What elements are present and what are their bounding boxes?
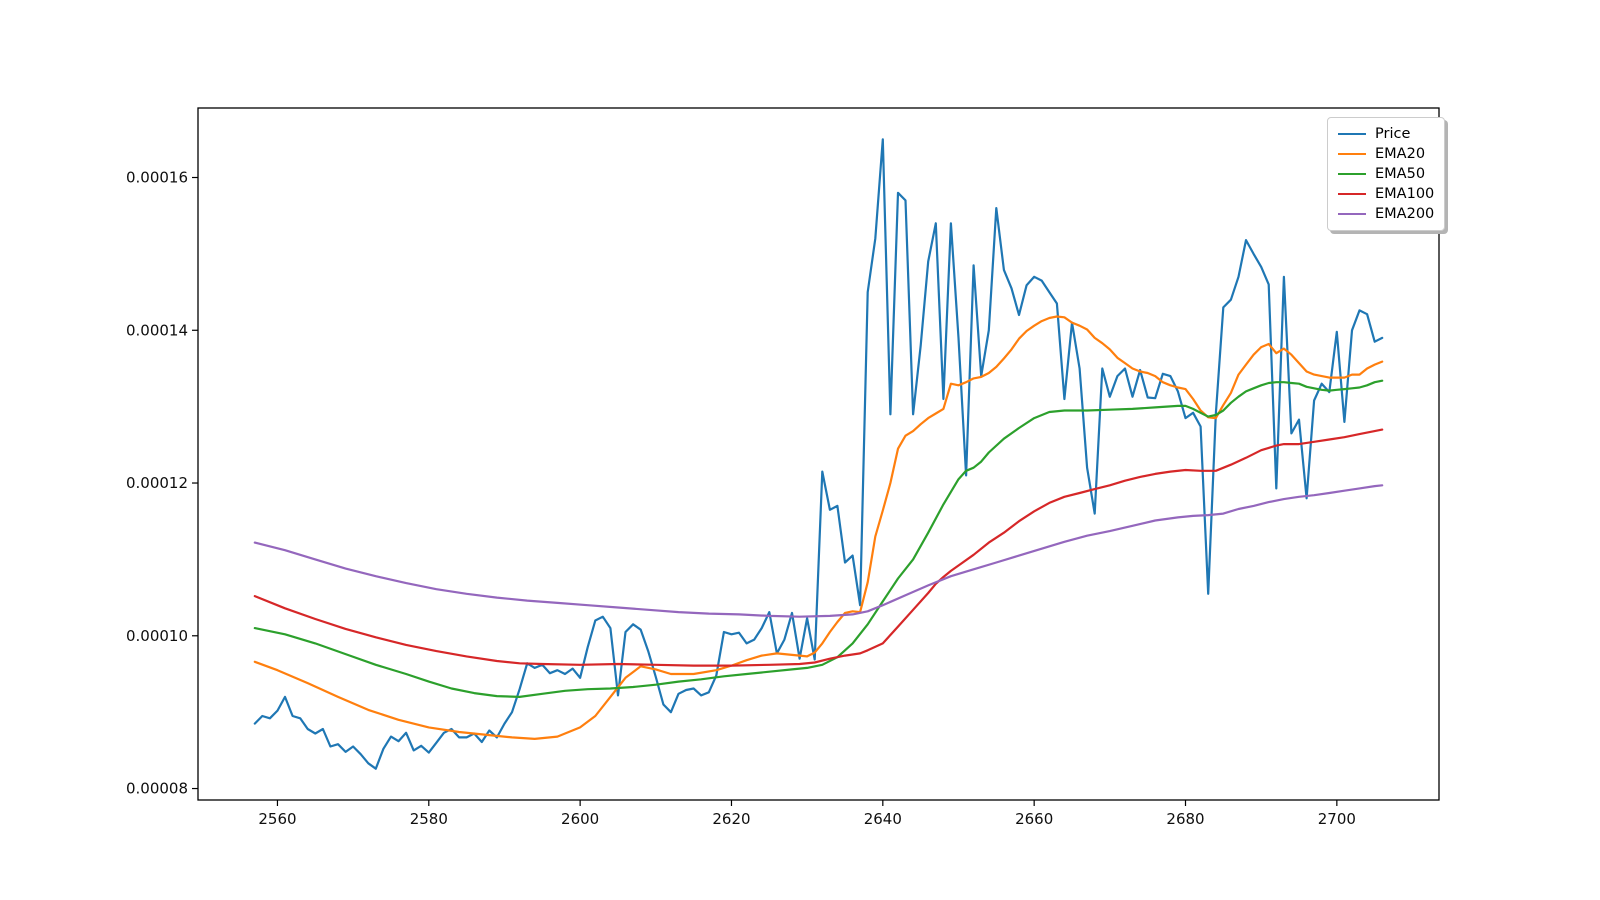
ema100-line xyxy=(253,428,1384,667)
y-axis-tick-label: 0.00016 xyxy=(126,169,188,187)
legend-label: EMA50 xyxy=(1375,166,1426,182)
legend-line-swatch xyxy=(1338,213,1366,215)
legend-line-swatch xyxy=(1338,133,1366,135)
price-line xyxy=(253,138,1384,770)
ema20-line xyxy=(253,315,1384,741)
legend-line-swatch xyxy=(1338,193,1366,195)
x-axis-tick-label: 2560 xyxy=(258,810,296,828)
legend-item-ema100: EMA100 xyxy=(1338,185,1434,203)
ema50-line xyxy=(253,379,1384,699)
legend-item-ema50: EMA50 xyxy=(1338,165,1434,183)
y-axis-tick-label: 0.00012 xyxy=(126,474,188,492)
legend-label: Price xyxy=(1375,126,1411,142)
legend-line-swatch xyxy=(1338,153,1366,155)
x-axis-tick-label: 2620 xyxy=(712,810,750,828)
legend-item-ema200: EMA200 xyxy=(1338,205,1434,223)
y-axis-tick-label: 0.00014 xyxy=(126,321,188,339)
y-axis-tick-label: 0.00008 xyxy=(126,780,188,798)
legend-line-swatch xyxy=(1338,173,1366,175)
legend-item-ema20: EMA20 xyxy=(1338,145,1434,163)
x-axis-tick-label: 2600 xyxy=(561,810,599,828)
legend-label: EMA100 xyxy=(1375,186,1435,202)
x-axis-tick-label: 2640 xyxy=(864,810,902,828)
legend-label: EMA200 xyxy=(1375,206,1435,222)
legend-label: EMA20 xyxy=(1375,146,1426,162)
x-axis-tick-label: 2680 xyxy=(1166,810,1204,828)
y-axis-tick-label: 0.00010 xyxy=(126,627,188,645)
legend-item-price: Price xyxy=(1338,125,1434,143)
legend: Price EMA20 EMA50 EMA100 EMA200 xyxy=(1327,117,1446,231)
plot-border xyxy=(197,107,1440,801)
ema200-line xyxy=(253,484,1384,618)
x-axis-tick-label: 2700 xyxy=(1318,810,1356,828)
x-axis-tick-label: 2580 xyxy=(410,810,448,828)
x-axis-tick-label: 2660 xyxy=(1015,810,1053,828)
